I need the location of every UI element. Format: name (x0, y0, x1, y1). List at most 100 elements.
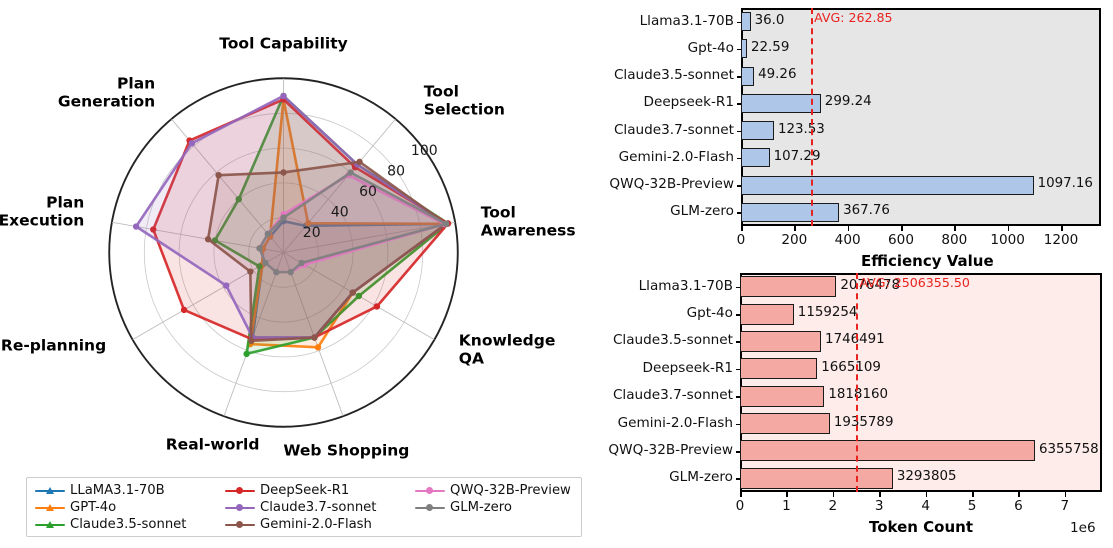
legend-item[interactable]: QWQ-32B-Preview (415, 483, 583, 498)
x-tick-mark (740, 492, 742, 497)
radar-data-point (273, 268, 280, 276)
radar-data-point (262, 259, 269, 267)
radar-data-point (180, 306, 188, 314)
legend-item-label: GLM-zero (450, 500, 512, 515)
radar-series-fill (259, 172, 447, 273)
bar (740, 440, 1035, 462)
y-tick-mark (736, 341, 740, 344)
radar-axis-label: Knowledge (459, 332, 556, 350)
radar-series (256, 169, 450, 276)
legend-line-sample-icon (415, 485, 445, 497)
legend-item-label: LLaMA3.1-70B (70, 483, 165, 498)
x-tick-label: 400 (834, 232, 861, 248)
bar (741, 121, 774, 141)
radar-data-point (188, 140, 195, 147)
radar-data-point (247, 268, 254, 275)
radar-series-fill (214, 95, 448, 354)
legend-item[interactable]: GPT-4o (35, 500, 225, 515)
bar (740, 413, 830, 435)
bar-value-label: 36.0 (754, 12, 785, 28)
bar-value-label: 367.76 (843, 203, 890, 219)
bar (741, 39, 748, 59)
average-line (856, 273, 859, 492)
radar-spoke (283, 118, 396, 253)
x-tick-mark (1064, 492, 1067, 497)
radar-data-point (223, 282, 230, 289)
legend-item[interactable]: LLaMA3.1-70B (35, 483, 225, 498)
x-tick-mark (954, 226, 956, 231)
legend-item-label: Claude3.7-sonnet (260, 500, 377, 515)
category-label: GLM-zero (670, 203, 734, 220)
category-label: GLM-zero (669, 469, 733, 486)
x-tick-label: 1000 (990, 232, 1025, 248)
radar-data-point (235, 195, 242, 203)
radar-radial-tick-label: 60 (359, 184, 377, 200)
radar-data-point (248, 337, 255, 344)
legend-item[interactable]: Claude3.7-sonnet (225, 500, 415, 515)
bar-value-label: 6355758 (1038, 441, 1099, 457)
radar-data-point (215, 171, 222, 179)
bar (740, 330, 822, 352)
radar-axis-label: Re-planning (1, 337, 106, 355)
x-tick-mark (925, 492, 928, 497)
legend-item[interactable]: Claude3.5-sonnet (35, 517, 225, 532)
y-tick-mark (737, 21, 741, 24)
bar (741, 202, 840, 222)
x-tick-label: 800 (941, 232, 968, 248)
legend-item[interactable]: Gemini-2.0-Flash (225, 517, 415, 532)
bar-value-label: 107.29 (773, 148, 821, 164)
radar-series-line (258, 171, 448, 274)
legend-line-sample-icon (225, 502, 255, 514)
average-label: AVG: 262.85 (814, 10, 893, 25)
category-label: QWQ-32B-Preview (609, 176, 734, 193)
radar-data-point (256, 245, 263, 252)
radar-axis-label: Tool Capability (219, 35, 347, 53)
radar-series-fill (252, 221, 447, 338)
bar (740, 276, 837, 298)
radar-series-fill (259, 175, 445, 273)
bar-value-label: 1746491 (825, 332, 885, 348)
y-tick-mark (737, 103, 741, 105)
category-label: Gpt-4o (687, 39, 734, 56)
radar-series-line (134, 94, 448, 339)
bar-value-label: 299.24 (824, 94, 872, 110)
category-label: Deepseek-R1 (642, 359, 733, 376)
x-tick-label: 5 (967, 498, 977, 514)
category-label: Gpt-4o (686, 305, 733, 322)
legend-item[interactable]: GLM-zero (415, 500, 583, 515)
legend-item[interactable]: DeepSeek-R1 (225, 483, 415, 498)
radar-data-point (132, 223, 140, 230)
bar (740, 358, 818, 380)
efficiency-chart-panel: Efficiency Value 36.0 Llama3.1-70B 22.59 Gp… (600, 0, 1113, 270)
legend-line-sample-icon (225, 519, 255, 531)
radar-radial-tick-label: 20 (303, 225, 321, 241)
legend-line-sample-icon (35, 485, 65, 497)
legend-item-label: Gemini-2.0-Flash (260, 517, 372, 532)
token-x-axis-exponent: 1e6 (1070, 520, 1096, 536)
legend-item-label: GPT-4o (70, 500, 117, 515)
radar-radial-tick-label: 40 (331, 205, 349, 221)
x-tick-mark (786, 492, 788, 497)
radar-outer-ring (108, 77, 459, 428)
y-tick-mark (737, 76, 741, 78)
radar-axis-label: Real-world (166, 435, 260, 453)
radar-data-point (314, 344, 322, 351)
radar-legend: LLaMA3.1-70B DeepSeek-R1 QWQ-32B-Preview GP… (26, 477, 582, 537)
radar-data-point (443, 220, 450, 228)
category-label: Llama3.1-70B (638, 277, 733, 294)
radar-data-point (264, 230, 272, 238)
x-tick-mark (1061, 226, 1063, 231)
radar-data-point (287, 268, 294, 276)
bar-value-label: 1159254 (797, 305, 858, 321)
radar-spoke (283, 252, 344, 417)
efficiency-x-axis-title: Efficiency Value (861, 252, 994, 270)
radar-axis-label: Execution (0, 212, 84, 230)
radar-data-point (304, 219, 312, 227)
token-x-axis-title: Token Count (868, 518, 974, 536)
radar-data-point (311, 334, 318, 341)
radar-radial-tick-label: 100 (411, 143, 438, 159)
x-tick-mark (794, 226, 796, 231)
radar-axis-label: Generation (58, 93, 155, 111)
x-tick-label: 3 (874, 498, 884, 514)
radar-data-point (280, 169, 287, 176)
